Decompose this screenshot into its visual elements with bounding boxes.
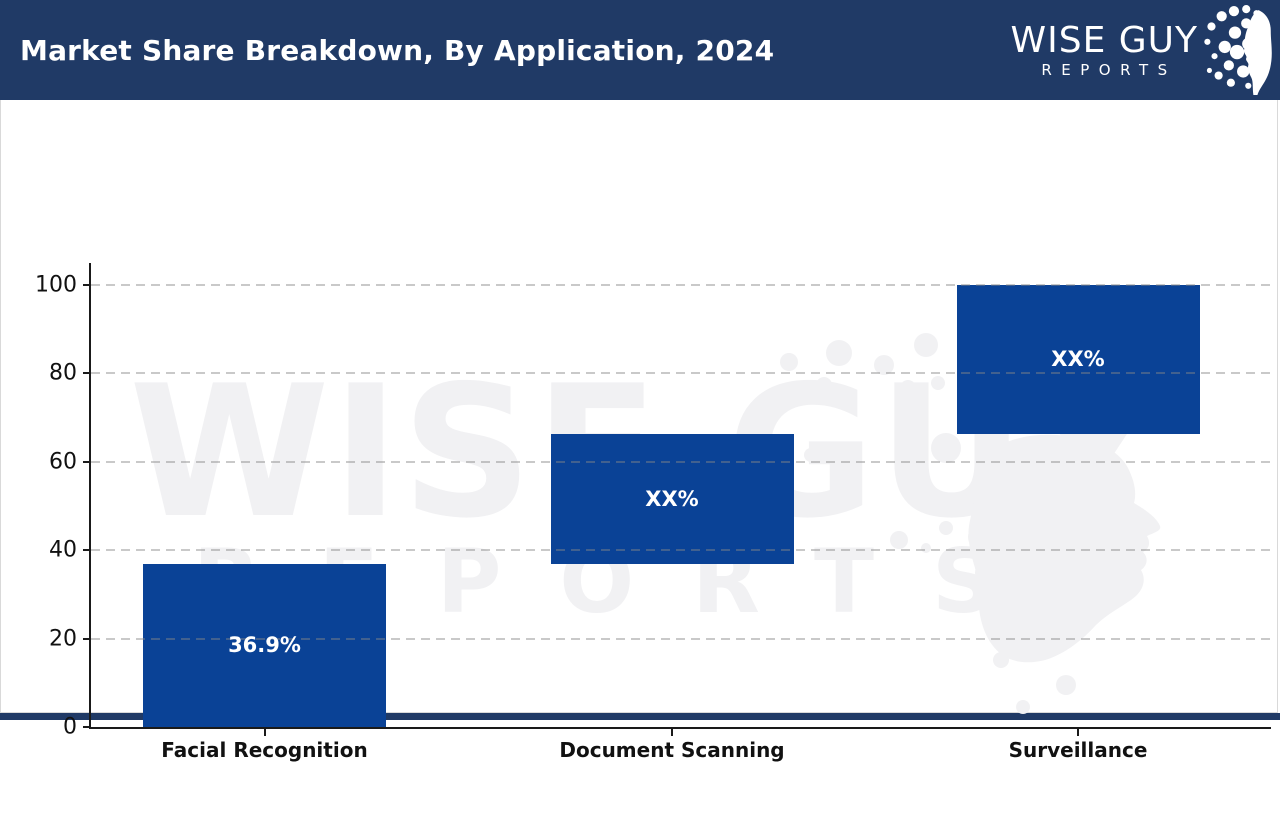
y-axis-line (89, 263, 91, 729)
y-gridline (91, 284, 1271, 286)
bar-value-label: 36.9% (228, 633, 301, 658)
y-axis-tick-label: 20 (49, 626, 77, 652)
y-axis-tick-label: 40 (49, 537, 77, 563)
chart-canvas: WISE GUY REPORTS 0 20 40 60 80 100 36.9% XX% XX%… (0, 100, 1278, 762)
brand-logo: WISE GUY REPORTS (1011, 0, 1273, 100)
brand-face-icon (1204, 5, 1272, 95)
brand-logo-text: WISE GUY REPORTS (1010, 19, 1199, 79)
y-axis-tick-label: 60 (49, 449, 77, 475)
header-bar: Market Share Breakdown, By Application, … (0, 0, 1280, 100)
watermark-face-icon (780, 333, 1161, 714)
y-axis-tick-label: 100 (35, 272, 77, 298)
y-axis-tick (83, 284, 90, 286)
brand-name: WISE GUY (1010, 19, 1198, 61)
footer-accent-bar (0, 713, 1280, 720)
y-axis-tick (83, 549, 90, 552)
y-axis-tick (83, 637, 90, 640)
x-axis-tick (671, 729, 673, 736)
y-axis-tick (83, 372, 90, 375)
y-axis-tick (83, 460, 90, 463)
y-axis-tick (83, 726, 90, 728)
x-axis-tick (263, 729, 266, 736)
brand-subname: REPORTS (1041, 60, 1177, 79)
x-axis-category-label: Facial Recognition (161, 738, 368, 762)
page-title: Market Share Breakdown, By Application, … (20, 33, 775, 67)
y-axis-tick-label: 80 (49, 360, 77, 386)
